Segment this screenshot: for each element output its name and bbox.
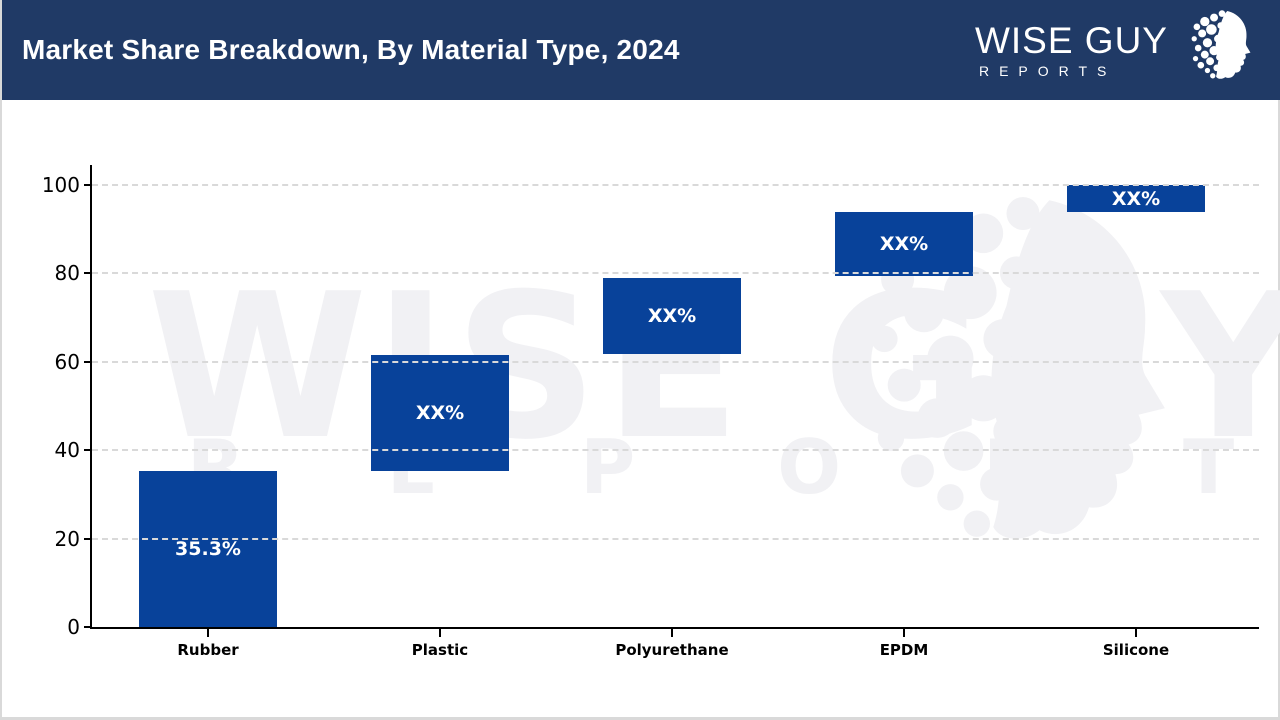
logo-reports-label: REPORTS bbox=[978, 62, 1117, 79]
x-tick-mark-rubber bbox=[207, 629, 209, 637]
bar-polyurethane: XX% bbox=[603, 277, 741, 354]
category-label-epdm: EPDM bbox=[879, 641, 929, 659]
watermark-face-logo-icon bbox=[871, 197, 1165, 539]
bar-value-label-rubber: 35.3% bbox=[175, 537, 241, 560]
y-tick-label-60: 60 bbox=[54, 349, 80, 374]
wiseguy-face-logo-icon bbox=[1191, 10, 1251, 79]
y-tick-label-20: 20 bbox=[54, 526, 80, 551]
bar-value-label-plastic: XX% bbox=[415, 401, 465, 424]
bar-silicone: XX% bbox=[1067, 185, 1205, 213]
page-title: Market Share Breakdown, By Material Type… bbox=[22, 34, 680, 65]
wiseguy-logo-text: WISE GUY REPORTS bbox=[975, 22, 1168, 79]
gridline-80 bbox=[92, 272, 1259, 275]
category-label-polyurethane: Polyurethane bbox=[615, 641, 729, 659]
x-tick-mark-plastic bbox=[439, 629, 441, 637]
x-axis-line bbox=[90, 627, 1259, 629]
logo-wiseguy-label: WISE GUY bbox=[974, 19, 1168, 61]
y-axis-line bbox=[90, 165, 92, 629]
bar-epdm: XX% bbox=[835, 212, 973, 277]
bar-value-label-polyurethane: XX% bbox=[647, 304, 697, 327]
x-tick-mark-polyurethane bbox=[671, 629, 673, 637]
bar-plastic: XX% bbox=[371, 354, 509, 471]
gridline-100 bbox=[92, 184, 1259, 186]
category-label-plastic: Plastic bbox=[411, 641, 469, 659]
y-tick-label-80: 80 bbox=[54, 261, 80, 286]
x-tick-mark-silicone bbox=[1135, 629, 1137, 637]
y-tick-mark-80 bbox=[84, 272, 92, 275]
y-tick-mark-60 bbox=[84, 360, 92, 363]
y-tick-label-40: 40 bbox=[54, 438, 80, 463]
bar-value-label-silicone: XX% bbox=[1111, 187, 1161, 210]
y-tick-mark-100 bbox=[84, 184, 92, 186]
y-tick-label-100: 100 bbox=[41, 173, 80, 197]
y-tick-mark-40 bbox=[84, 449, 92, 452]
category-label-silicone: Silicone bbox=[1102, 641, 1170, 659]
category-label-rubber: Rubber bbox=[177, 641, 239, 659]
y-tick-mark-0 bbox=[84, 626, 92, 628]
x-tick-mark-epdm bbox=[903, 629, 905, 637]
gridline-40 bbox=[92, 449, 1259, 452]
gridline-60 bbox=[92, 360, 1259, 363]
bar-value-label-epdm: XX% bbox=[879, 233, 929, 256]
y-tick-mark-20 bbox=[84, 537, 92, 540]
y-tick-label-0: 0 bbox=[67, 615, 80, 639]
header-bar: Market Share Breakdown, By Material Type… bbox=[2, 0, 1280, 100]
bar-rubber: 35.3% bbox=[139, 470, 277, 627]
wiseguy-logo: WISE GUY REPORTS bbox=[975, 0, 1272, 100]
gridline-20 bbox=[92, 537, 1259, 540]
